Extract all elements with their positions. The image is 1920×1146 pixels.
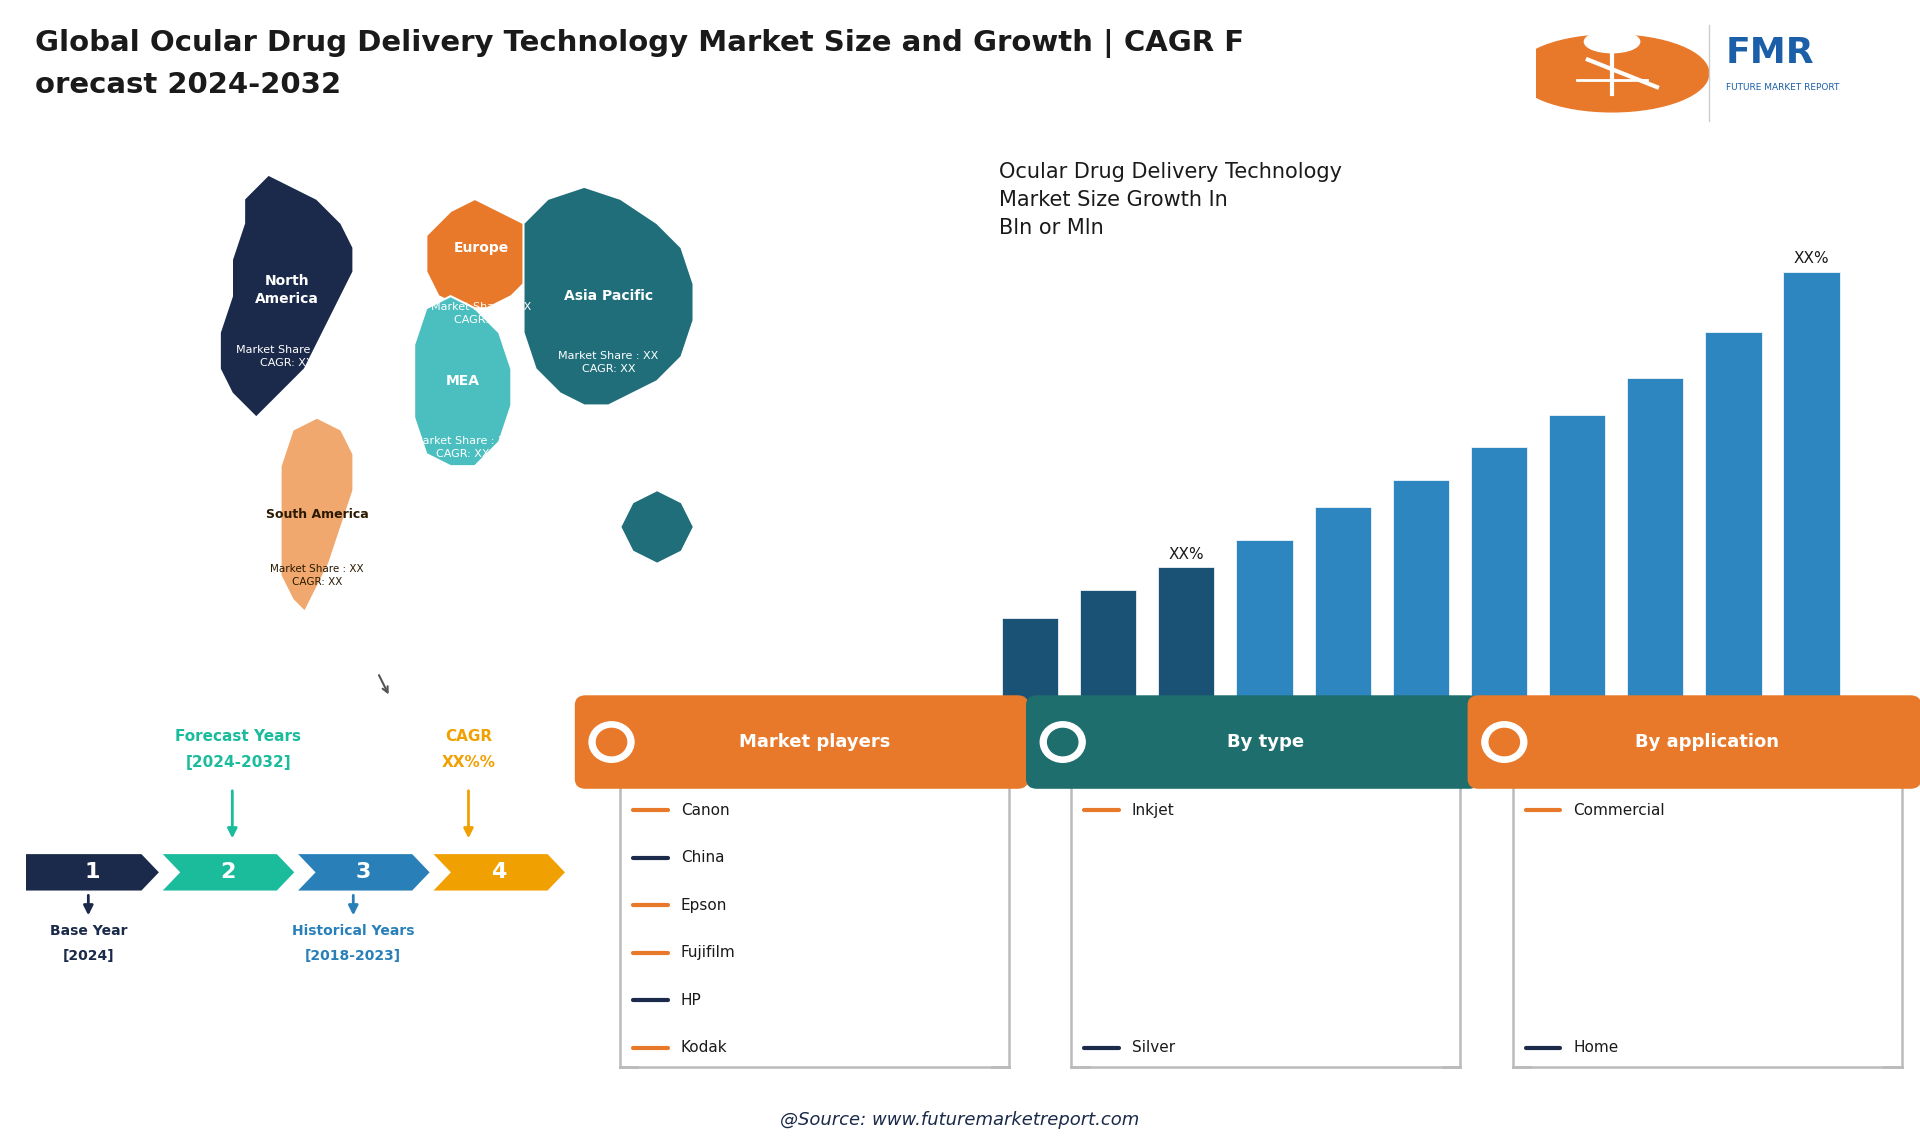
Text: 4: 4 <box>492 862 507 882</box>
FancyBboxPatch shape <box>1025 696 1480 788</box>
Text: Base Year: Base Year <box>50 924 127 937</box>
Bar <box>1081 590 1137 711</box>
Circle shape <box>1515 34 1709 112</box>
Text: Commercial: Commercial <box>1574 802 1665 818</box>
Circle shape <box>1041 722 1085 762</box>
Polygon shape <box>280 417 353 612</box>
Text: Market Share : XX
CAGR: XX: Market Share : XX CAGR: XX <box>236 345 336 368</box>
Bar <box>1626 378 1684 711</box>
Text: Global Ocular Drug Delivery Technology Market Size and Growth | CAGR F: Global Ocular Drug Delivery Technology M… <box>35 29 1244 57</box>
Text: By application: By application <box>1636 733 1780 751</box>
Polygon shape <box>25 853 159 892</box>
Text: Market Share : XX
CAGR: XX: Market Share : XX CAGR: XX <box>271 564 363 587</box>
Text: By type: By type <box>1227 733 1304 751</box>
Text: 2: 2 <box>221 862 236 882</box>
Polygon shape <box>296 853 430 892</box>
Bar <box>1784 272 1839 711</box>
Circle shape <box>1490 729 1519 755</box>
Circle shape <box>589 722 634 762</box>
Text: orecast 2024-2032: orecast 2024-2032 <box>35 71 340 99</box>
Text: China: China <box>682 850 724 865</box>
Text: XX%%: XX%% <box>442 755 495 770</box>
Bar <box>1392 480 1450 711</box>
Text: 1: 1 <box>84 862 100 882</box>
Text: Silver: Silver <box>1133 1041 1175 1055</box>
Bar <box>1549 415 1605 711</box>
Text: Asia Pacific: Asia Pacific <box>564 289 653 304</box>
Text: Historical Years: Historical Years <box>292 924 415 937</box>
Text: Epson: Epson <box>682 897 728 913</box>
Text: Kodak: Kodak <box>682 1041 728 1055</box>
Polygon shape <box>219 174 353 417</box>
Circle shape <box>1584 31 1640 53</box>
Text: Home: Home <box>1574 1041 1619 1055</box>
Text: Market Share : XX
CAGR: XX: Market Share : XX CAGR: XX <box>413 435 513 460</box>
Text: HP: HP <box>682 992 701 1007</box>
Bar <box>1236 540 1292 711</box>
Text: Market Share : XX
CAGR: XX: Market Share : XX CAGR: XX <box>430 303 532 325</box>
Circle shape <box>1482 722 1526 762</box>
Polygon shape <box>430 853 566 892</box>
FancyBboxPatch shape <box>1467 696 1920 788</box>
Text: CAGR: CAGR <box>445 729 492 744</box>
Bar <box>1315 508 1371 711</box>
Text: Market Share : XX
CAGR: XX: Market Share : XX CAGR: XX <box>559 351 659 374</box>
Polygon shape <box>415 296 511 466</box>
Text: South America: South America <box>265 509 369 521</box>
Text: @Source: www.futuremarketreport.com: @Source: www.futuremarketreport.com <box>780 1110 1140 1129</box>
Bar <box>1705 332 1761 711</box>
Text: Forecast Years: Forecast Years <box>175 729 301 744</box>
Circle shape <box>597 729 626 755</box>
Text: FUTURE MARKET REPORT: FUTURE MARKET REPORT <box>1726 83 1839 92</box>
Text: [2024]: [2024] <box>63 949 113 964</box>
Bar <box>1471 447 1526 711</box>
Polygon shape <box>159 853 296 892</box>
Text: [2018-2023]: [2018-2023] <box>305 949 401 964</box>
Text: Ocular Drug Delivery Technology
Market Size Growth In
Bln or Mln: Ocular Drug Delivery Technology Market S… <box>998 162 1342 238</box>
Text: [2024-2032]: [2024-2032] <box>184 755 292 770</box>
Text: Europe: Europe <box>453 241 509 254</box>
Text: North
America: North America <box>255 274 319 306</box>
Bar <box>1002 618 1058 711</box>
Text: Canon: Canon <box>682 802 730 818</box>
Text: Market players: Market players <box>739 733 891 751</box>
FancyBboxPatch shape <box>574 696 1029 788</box>
Polygon shape <box>524 187 693 406</box>
Bar <box>1158 567 1215 711</box>
Text: Fujifilm: Fujifilm <box>682 945 735 960</box>
Text: MEA: MEA <box>445 374 480 388</box>
Circle shape <box>1048 729 1077 755</box>
Polygon shape <box>426 199 536 308</box>
Text: XX%: XX% <box>1793 251 1830 266</box>
Text: 3: 3 <box>355 862 371 882</box>
Text: Inkjet: Inkjet <box>1133 802 1175 818</box>
Polygon shape <box>620 490 693 564</box>
Text: XX%: XX% <box>1169 547 1204 562</box>
Text: FMR: FMR <box>1726 36 1814 70</box>
